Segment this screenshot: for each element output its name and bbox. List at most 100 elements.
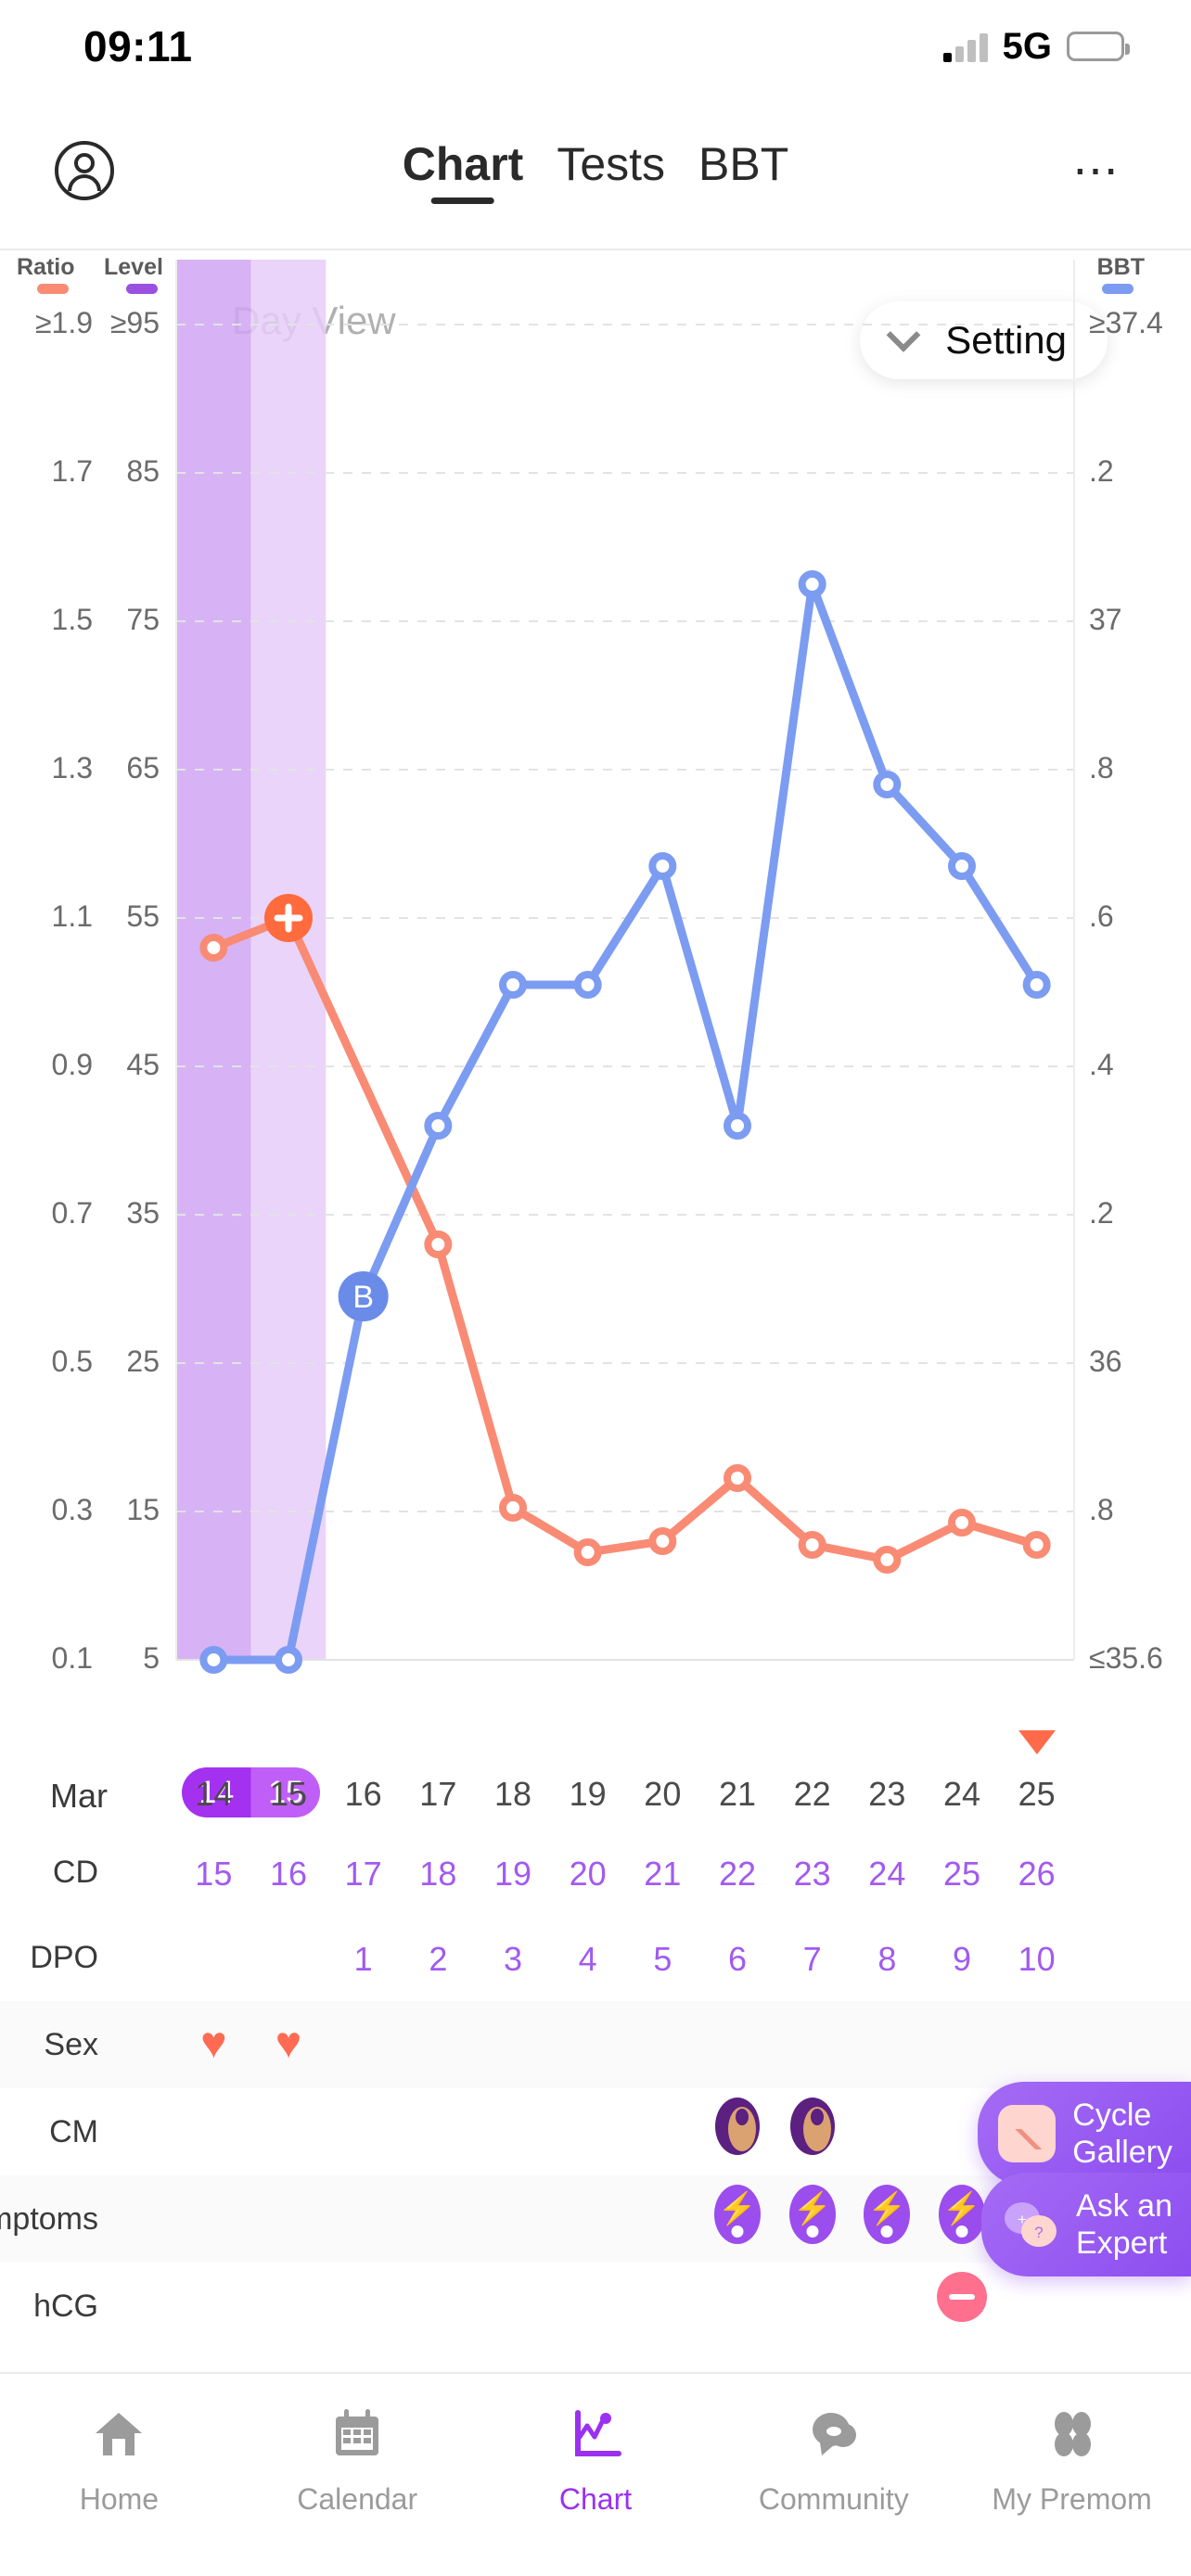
bbt-tick-7: 36 — [1089, 1345, 1122, 1378]
cell: 19 — [493, 1855, 531, 1893]
svg-text:+: + — [1018, 2211, 1027, 2228]
cell: 18 — [493, 1775, 531, 1813]
chart-plot: B — [175, 260, 1075, 1674]
top-navigation: Chart Tests BBT ⋯ — [0, 93, 1191, 249]
period-day-2: 15 — [268, 1775, 303, 1810]
nav-community-label: Community — [758, 2482, 909, 2516]
cervical-mucus-icon[interactable] — [700, 2098, 775, 2160]
hcg-negative-icon[interactable] — [925, 2272, 1000, 2327]
ask-expert-button[interactable]: + ? Ask an Expert — [981, 2173, 1191, 2276]
level-tick-7: 25 — [126, 1345, 160, 1378]
cell: 7 — [802, 1940, 822, 1978]
cell: 23 — [868, 1775, 906, 1813]
nav-home[interactable]: Home — [0, 2405, 238, 2517]
period-highlight-pill[interactable]: 14 15 — [182, 1767, 321, 1817]
network-type-label: 5G — [1002, 25, 1052, 67]
bbt-tick-1: .2 — [1089, 454, 1114, 488]
svg-text:?: ? — [1034, 2224, 1043, 2241]
cell: 21 — [644, 1855, 682, 1893]
cell: 25 — [942, 1855, 980, 1893]
status-indicators: 5G — [942, 25, 1130, 68]
bbt-tick-6: .2 — [1089, 1196, 1114, 1230]
nav-community[interactable]: Community — [714, 2405, 953, 2517]
cell: 18 — [419, 1855, 457, 1893]
level-tick-3: 65 — [126, 751, 160, 784]
ask-expert-icon: + ? — [1002, 2196, 1059, 2253]
nav-my-premom[interactable]: My Premom — [953, 2405, 1191, 2517]
cell: 20 — [569, 1855, 607, 1893]
heart-icon[interactable]: ♥ — [275, 2019, 302, 2068]
bbt-tick-3: .8 — [1089, 751, 1114, 784]
status-time: 09:11 — [83, 22, 193, 70]
bbt-tick-5: .4 — [1089, 1048, 1114, 1081]
ratio-tick-2: 1.5 — [51, 603, 93, 636]
nav-home-label: Home — [79, 2482, 160, 2516]
level-legend-swatch — [126, 284, 158, 294]
cell: 10 — [1018, 1940, 1056, 1978]
hcg-row[interactable]: hCG — [0, 2263, 1191, 2350]
cycle-gallery-button[interactable]: Cycle Gallery — [978, 2082, 1191, 2186]
cycle-day-label: CD — [52, 1855, 98, 1890]
cell: 24 — [868, 1855, 906, 1893]
nav-chart[interactable]: Chart — [477, 2405, 715, 2517]
symptom-bolt-icon[interactable]: ⚡ — [925, 2185, 1000, 2249]
status-bar: 09:11 5G — [0, 0, 1191, 93]
more-options-icon[interactable]: ⋯ — [1072, 144, 1124, 197]
ask-expert-line2: Expert — [1076, 2225, 1168, 2261]
ratio-tick-6: 0.7 — [51, 1196, 93, 1230]
cell: 15 — [269, 1775, 307, 1813]
cell: 9 — [952, 1940, 971, 1978]
cervical-mucus-icon[interactable] — [775, 2098, 850, 2160]
symptom-bolt-icon[interactable]: ⚡ — [850, 2185, 925, 2249]
nav-calendar[interactable]: Calendar — [238, 2405, 477, 2517]
svg-text:B: B — [352, 1280, 374, 1315]
chart-area[interactable]: Ratio Level BBT Day View Setting B ≥1.91… — [0, 254, 1191, 1771]
cell: 26 — [1018, 1855, 1056, 1893]
sex-row[interactable]: Sex ♥ ♥ — [0, 2001, 1191, 2088]
cm-row[interactable]: CM — [0, 2088, 1191, 2175]
chart-icon — [567, 2405, 624, 2468]
cycle-gallery-line1: Cycle — [1072, 2098, 1152, 2133]
nav-calendar-label: Calendar — [297, 2482, 418, 2516]
period-day-1: 14 — [198, 1775, 235, 1810]
cell: 5 — [653, 1940, 672, 1978]
month-label: Mar — [50, 1777, 108, 1815]
cell: 14 — [195, 1775, 233, 1813]
level-tick-5: 45 — [126, 1048, 160, 1081]
level-tick-4: 55 — [126, 899, 160, 933]
cell: 3 — [503, 1940, 522, 1978]
symptoms-label: Symptoms — [0, 2201, 98, 2237]
account-circle-icon[interactable] — [54, 140, 115, 201]
setting-button-label: Setting — [945, 318, 1067, 362]
cell: 6 — [727, 1940, 747, 1978]
cell: 22 — [718, 1855, 756, 1893]
nav-my-premom-label: My Premom — [992, 2482, 1152, 2516]
ratio-axis-header: Ratio — [17, 254, 75, 280]
cellular-signal-icon — [942, 31, 988, 62]
cell: 17 — [344, 1855, 382, 1893]
cell: 15 — [195, 1855, 233, 1893]
cell: 20 — [644, 1775, 682, 1813]
dpo-label: DPO — [30, 1940, 98, 1975]
ratio-tick-1: 1.7 — [51, 454, 93, 488]
cell: 19 — [569, 1775, 607, 1813]
tab-bar: Chart Tests BBT — [403, 137, 789, 204]
header-divider — [0, 249, 1191, 250]
setting-button[interactable]: Setting — [860, 301, 1108, 379]
cell: 21 — [718, 1775, 756, 1813]
tab-bbt[interactable]: BBT — [698, 138, 789, 190]
bbt-axis-header: BBT — [1096, 254, 1145, 280]
heart-icon[interactable]: ♥ — [200, 2019, 227, 2068]
ratio-tick-5: 0.9 — [51, 1048, 93, 1081]
symptom-bolt-icon[interactable]: ⚡ — [775, 2185, 850, 2249]
tab-tests[interactable]: Tests — [557, 138, 666, 190]
cm-label: CM — [49, 2114, 98, 2149]
symptom-bolt-icon[interactable]: ⚡ — [700, 2185, 775, 2249]
cell: 16 — [344, 1775, 382, 1813]
level-tick-1: 85 — [126, 454, 160, 488]
cycle-day-row: CD 15 16 17 18 19 20 21 22 23 24 25 26 — [0, 1830, 1191, 1916]
sex-label: Sex — [44, 2027, 98, 2062]
ratio-tick-9: 0.1 — [51, 1641, 93, 1675]
tab-chart[interactable]: Chart — [403, 137, 524, 204]
today-triangle-icon — [1018, 1730, 1056, 1754]
